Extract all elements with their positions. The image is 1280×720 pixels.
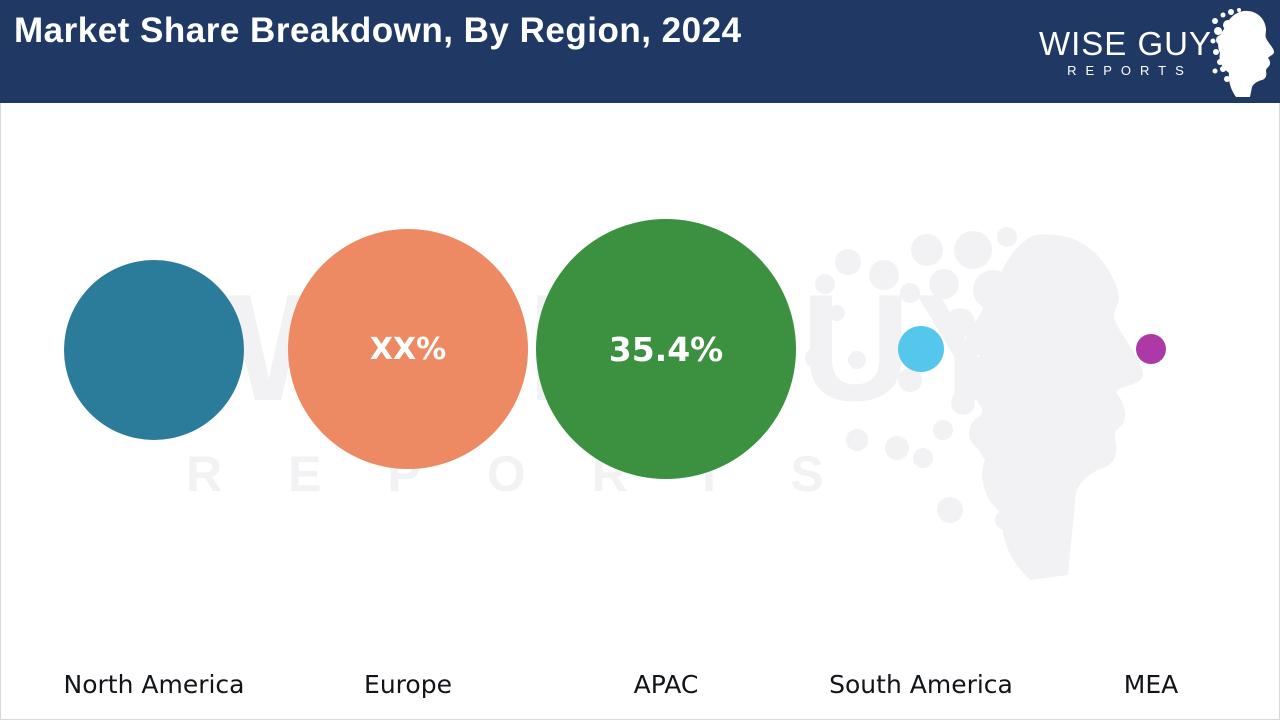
bubble-south-america [898,326,944,372]
category-label-apac: APAC [633,670,699,699]
bubble-value-label-apac: 35.4% [608,329,724,369]
bubble-mea [1136,334,1166,364]
logo-text: WISE GUY REPORTS [1038,24,1212,79]
page-title: Market Share Breakdown, By Region, 2024 [14,11,742,50]
bubble-europe: XX% [288,229,528,469]
wise-guy-reports-logo: WISE GUY REPORTS [1039,6,1280,98]
bubble-apac: 35.4% [536,219,796,479]
bubble-value-label-europe: XX% [369,331,447,367]
header-banner: Market Share Breakdown, By Region, 2024 … [0,0,1280,103]
category-label-south-america: South America [829,670,1013,699]
logo-head-icon [1210,8,1274,97]
logo-wordmark: WISE GUY [1038,24,1212,62]
logo-subtitle: REPORTS [1067,63,1193,79]
category-label-europe: Europe [364,670,452,699]
category-label-north-america: North America [63,670,245,699]
bubble-north-america [64,260,244,440]
category-label-mea: MEA [1123,670,1179,699]
